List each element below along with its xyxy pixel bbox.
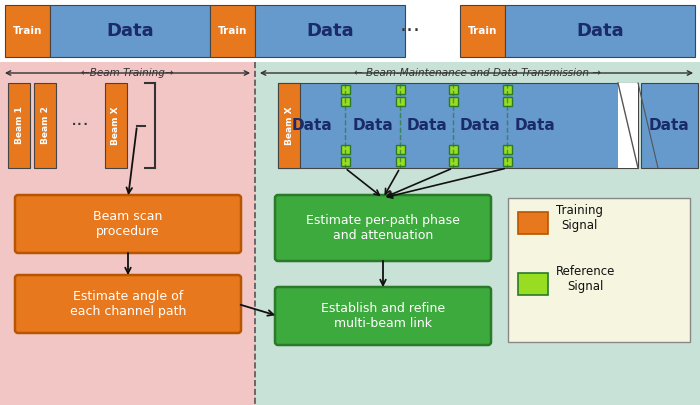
Text: Data: Data <box>292 118 332 133</box>
Text: Training
Signal: Training Signal <box>556 204 603 232</box>
Bar <box>340 145 349 154</box>
Bar <box>641 83 698 168</box>
Text: Data: Data <box>460 118 500 133</box>
Text: Beam 1: Beam 1 <box>15 107 24 145</box>
Bar <box>34 83 56 168</box>
Text: Reference
Signal: Reference Signal <box>556 265 615 293</box>
Text: Beam scan
procedure: Beam scan procedure <box>93 210 162 238</box>
Bar <box>505 5 695 57</box>
Bar <box>8 83 30 168</box>
Bar <box>5 5 50 57</box>
Bar <box>503 85 512 94</box>
Bar <box>255 5 405 57</box>
Bar <box>503 97 512 106</box>
Text: ···: ··· <box>71 116 90 135</box>
Text: Estimate angle of
each channel path: Estimate angle of each channel path <box>70 290 186 318</box>
Bar <box>449 85 458 94</box>
Bar <box>449 97 458 106</box>
Text: Data: Data <box>514 118 555 133</box>
Bar <box>449 145 458 154</box>
Bar <box>255 62 700 405</box>
Bar <box>278 83 638 168</box>
Bar <box>340 85 349 94</box>
Text: Data: Data <box>306 22 354 40</box>
Bar <box>395 85 405 94</box>
Text: Estimate per-path phase
and attenuation: Estimate per-path phase and attenuation <box>306 214 460 242</box>
Text: Data: Data <box>407 118 447 133</box>
Bar <box>395 157 405 166</box>
Text: Data: Data <box>576 22 624 40</box>
Bar <box>449 157 458 166</box>
FancyBboxPatch shape <box>275 287 491 345</box>
Text: ← Beam-Maintenance and Data Transmission →: ← Beam-Maintenance and Data Transmission… <box>354 68 601 78</box>
Polygon shape <box>618 83 638 168</box>
Text: Train: Train <box>468 26 497 36</box>
FancyBboxPatch shape <box>275 195 491 261</box>
Text: Train: Train <box>218 26 247 36</box>
Bar <box>503 157 512 166</box>
Text: Data: Data <box>106 22 154 40</box>
Bar <box>460 5 505 57</box>
Bar <box>518 212 548 234</box>
Text: Beam X: Beam X <box>284 106 293 145</box>
Bar <box>105 83 127 168</box>
Bar <box>503 145 512 154</box>
Bar <box>210 5 255 57</box>
Text: Beam 2: Beam 2 <box>41 107 50 145</box>
Text: Train: Train <box>13 26 42 36</box>
Bar <box>278 83 300 168</box>
Bar <box>508 198 690 342</box>
Bar <box>395 97 405 106</box>
Bar <box>340 97 349 106</box>
Text: Establish and refine
multi-beam link: Establish and refine multi-beam link <box>321 302 445 330</box>
FancyBboxPatch shape <box>15 275 241 333</box>
Bar <box>0 62 255 405</box>
Text: Beam X: Beam X <box>111 106 120 145</box>
Text: ←Beam Training→: ←Beam Training→ <box>81 68 174 78</box>
Bar <box>518 273 548 295</box>
Text: ···: ··· <box>400 21 421 41</box>
Text: Data: Data <box>649 118 689 133</box>
Text: Data: Data <box>353 118 393 133</box>
Bar <box>395 145 405 154</box>
Bar <box>50 5 210 57</box>
FancyBboxPatch shape <box>15 195 241 253</box>
Bar <box>340 157 349 166</box>
